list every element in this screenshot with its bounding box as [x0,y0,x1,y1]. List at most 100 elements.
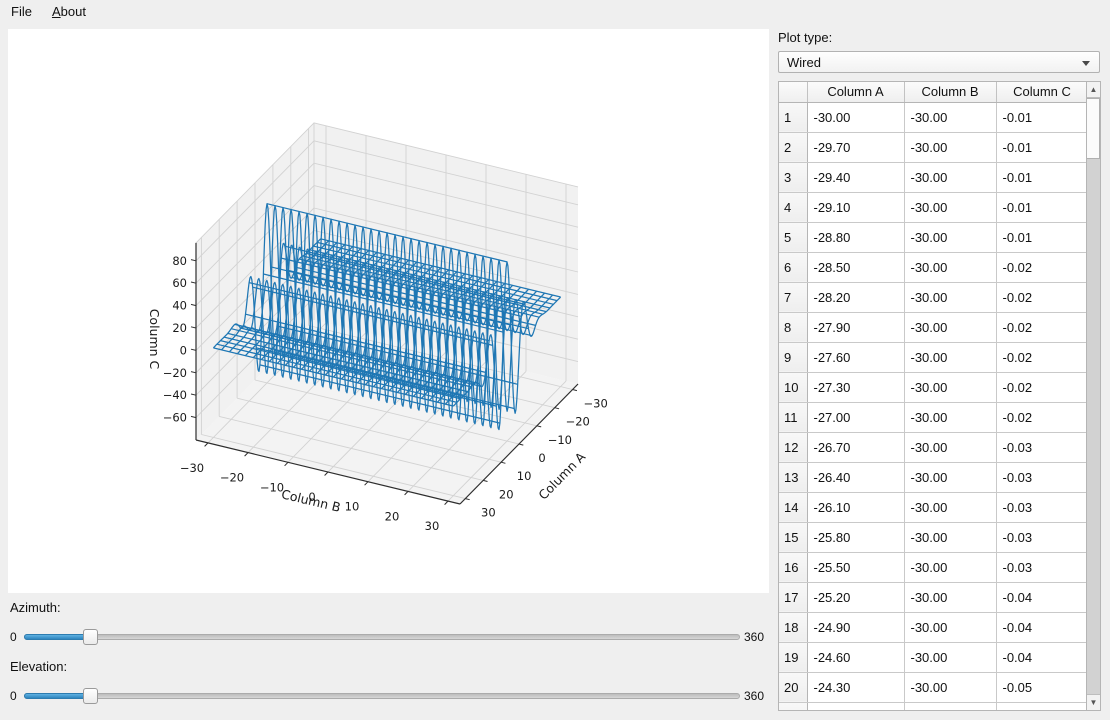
value-cell[interactable]: -30.00 [904,252,997,283]
table-row[interactable]: 11 -27.00 -30.00 -0.02 [779,402,1089,433]
table-row[interactable]: 10 -27.30 -30.00 -0.02 [779,372,1089,403]
column-header-b[interactable]: Column B [904,82,997,103]
row-number-cell[interactable]: 19 [779,642,808,673]
value-cell[interactable]: -30.00 [904,642,997,673]
row-number-cell[interactable]: 11 [779,402,808,433]
value-cell[interactable]: -24.60 [807,642,905,673]
value-cell[interactable]: -30.00 [904,402,997,433]
scroll-up-icon[interactable]: ▲ [1087,82,1100,98]
value-cell[interactable]: -30.00 [904,582,997,613]
row-number-cell[interactable]: 12 [779,432,808,463]
value-cell[interactable]: -0.01 [996,222,1089,253]
row-number-cell[interactable]: 13 [779,462,808,493]
table-row[interactable]: 16 -25.50 -30.00 -0.03 [779,552,1089,583]
value-cell[interactable]: -29.70 [807,132,905,163]
row-number-cell[interactable]: 1 [779,102,808,133]
row-number-cell[interactable]: 9 [779,342,808,373]
table-row[interactable]: 2 -29.70 -30.00 -0.01 [779,132,1089,163]
elevation-track[interactable] [24,693,740,699]
row-number-cell[interactable]: 10 [779,372,808,403]
menu-about[interactable]: About [42,2,96,21]
value-cell[interactable]: -27.60 [807,342,905,373]
value-cell[interactable]: -30.00 [904,522,997,553]
value-cell[interactable]: -0.01 [996,162,1089,193]
value-cell[interactable]: -30.00 [904,372,997,403]
row-number-cell[interactable]: 17 [779,582,808,613]
row-number-cell[interactable]: 20 [779,672,808,703]
table-scrollbar[interactable]: ▲ ▼ [1086,82,1100,710]
table-row[interactable]: 7 -28.20 -30.00 -0.02 [779,282,1089,313]
value-cell[interactable]: -30.00 [904,672,997,703]
azimuth-slider[interactable]: 0 360 [0,629,770,645]
value-cell[interactable]: -0.01 [996,102,1089,133]
value-cell[interactable]: -30.00 [904,102,997,133]
value-cell[interactable]: -26.10 [807,492,905,523]
value-cell[interactable]: -28.80 [807,222,905,253]
table-row[interactable]: 4 -29.10 -30.00 -0.01 [779,192,1089,223]
table-row[interactable]: 15 -25.80 -30.00 -0.03 [779,522,1089,553]
table-row[interactable]: 12 -26.70 -30.00 -0.03 [779,432,1089,463]
value-cell[interactable]: -0.01 [996,132,1089,163]
value-cell[interactable]: -0.03 [996,432,1089,463]
scroll-down-icon[interactable]: ▼ [1087,694,1100,710]
value-cell[interactable]: -27.00 [807,402,905,433]
value-cell[interactable]: -25.20 [807,582,905,613]
value-cell[interactable]: -30.00 [904,612,997,643]
row-number-cell[interactable]: 2 [779,132,808,163]
value-cell[interactable]: -0.02 [996,312,1089,343]
value-cell[interactable]: -0.04 [996,582,1089,613]
value-cell[interactable]: -0.02 [996,252,1089,283]
value-cell[interactable]: -30.00 [904,462,997,493]
elevation-handle[interactable] [83,688,98,704]
value-cell[interactable]: -24.30 [807,672,905,703]
row-number-cell[interactable]: 8 [779,312,808,343]
value-cell[interactable]: -27.30 [807,372,905,403]
value-cell[interactable]: -27.90 [807,312,905,343]
row-number-cell[interactable]: 5 [779,222,808,253]
value-cell[interactable]: -29.10 [807,192,905,223]
value-cell[interactable]: -0.05 [996,672,1089,703]
value-cell[interactable]: -0.02 [996,282,1089,313]
value-cell[interactable]: -28.50 [807,252,905,283]
value-cell[interactable]: -0.03 [996,522,1089,553]
table-row[interactable]: 6 -28.50 -30.00 -0.02 [779,252,1089,283]
value-cell[interactable]: -29.40 [807,162,905,193]
value-cell[interactable]: -0.02 [996,372,1089,403]
value-cell[interactable]: -30.00 [904,222,997,253]
menu-file[interactable]: File [0,2,42,21]
value-cell[interactable]: -30.00 [807,102,905,133]
row-number-cell[interactable]: 4 [779,192,808,223]
value-cell[interactable]: -26.40 [807,462,905,493]
value-cell[interactable]: -0.01 [996,192,1089,223]
azimuth-track[interactable] [24,634,740,640]
table-row[interactable]: 3 -29.40 -30.00 -0.01 [779,162,1089,193]
table-row[interactable]: 20 -24.30 -30.00 -0.05 [779,672,1089,703]
column-header-a[interactable]: Column A [807,82,905,103]
row-number-cell[interactable]: 14 [779,492,808,523]
value-cell[interactable]: -0.03 [996,552,1089,583]
table-corner-header[interactable] [779,82,808,103]
value-cell[interactable]: -0.02 [996,342,1089,373]
azimuth-handle[interactable] [83,629,98,645]
table-row[interactable]: 9 -27.60 -30.00 -0.02 [779,342,1089,373]
table-row[interactable]: 14 -26.10 -30.00 -0.03 [779,492,1089,523]
value-cell[interactable]: -28.20 [807,282,905,313]
value-cell[interactable]: -30.00 [904,342,997,373]
value-cell[interactable]: -0.03 [996,492,1089,523]
value-cell[interactable]: -30.00 [904,432,997,463]
value-cell[interactable]: -0.02 [996,402,1089,433]
value-cell[interactable]: -30.00 [904,132,997,163]
row-number-cell[interactable]: 16 [779,552,808,583]
table-row[interactable]: 5 -28.80 -30.00 -0.01 [779,222,1089,253]
row-number-cell[interactable]: 3 [779,162,808,193]
row-number-cell[interactable]: 7 [779,282,808,313]
value-cell[interactable]: -30.00 [904,492,997,523]
value-cell[interactable]: -26.70 [807,432,905,463]
value-cell[interactable]: -30.00 [904,282,997,313]
value-cell[interactable]: -30.00 [904,312,997,343]
elevation-slider[interactable]: 0 360 [0,688,770,704]
value-cell[interactable]: -25.50 [807,552,905,583]
table-row[interactable]: 18 -24.90 -30.00 -0.04 [779,612,1089,643]
value-cell[interactable]: -0.04 [996,642,1089,673]
row-number-cell[interactable]: 18 [779,612,808,643]
